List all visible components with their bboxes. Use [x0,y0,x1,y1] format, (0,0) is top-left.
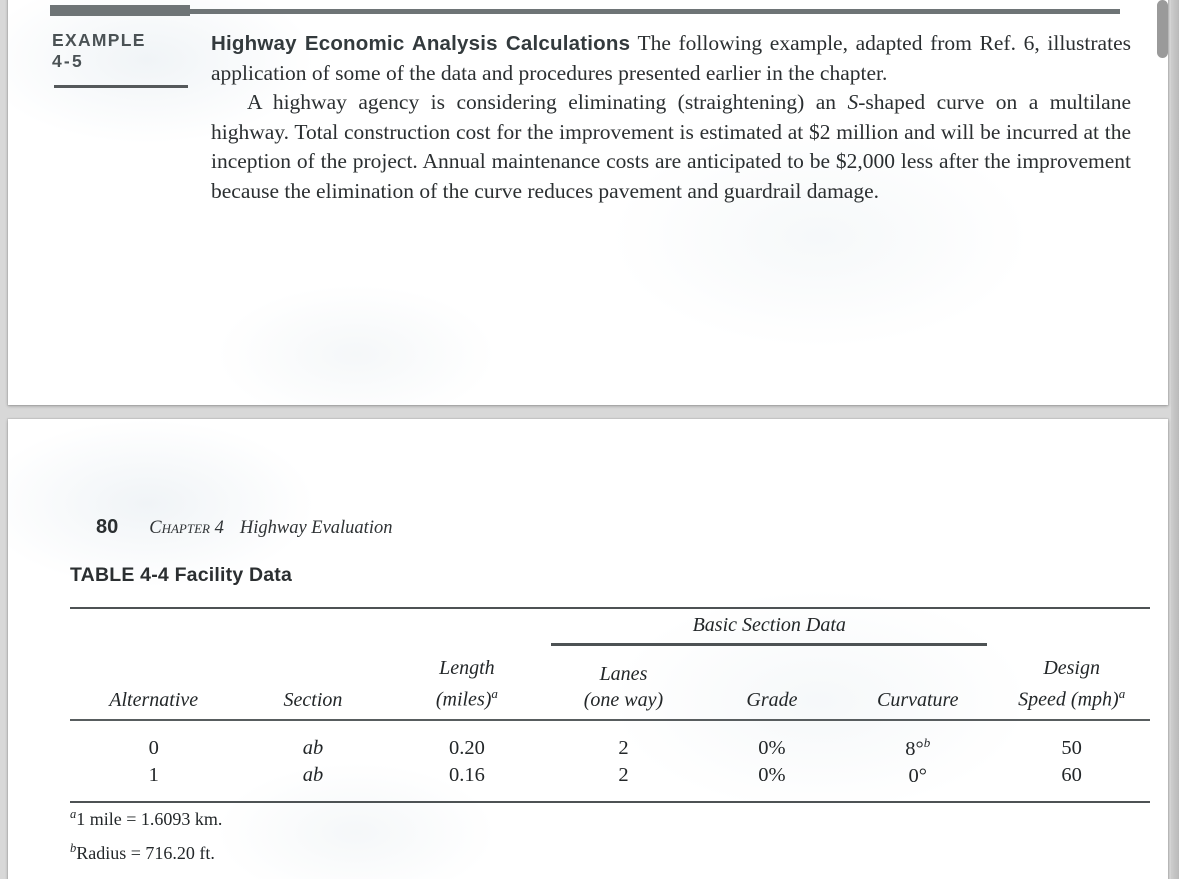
facility-data-table: Basic Section Data Alternative [70,609,1150,719]
column-header-lanes-line2: (one way) [583,689,664,712]
column-header-grade: Grade [702,649,842,719]
scenario-part-1: A highway agency is considering eliminat… [247,90,848,115]
example-label-line2: 4-5 [52,51,84,71]
header-rule-thick [50,5,190,16]
document-page-2: 80 Chapter 4 Highway Evaluation TABLE 4-4 … [8,419,1168,879]
column-header-section-label: Section [283,689,343,712]
cell-curvature-footnote-marker: b [923,735,931,751]
cell-section: ab [302,736,324,759]
column-header-grade-label: Grade [746,689,798,712]
cell-curvature: 8°b [842,735,993,762]
cell-alternative: 0 [148,736,159,759]
table-column-header-row: Alternative Section Length (miles)a Lane… [70,649,1150,719]
cell-grade: 0% [758,736,786,759]
cell-section: ab [302,763,324,786]
document-page-1: EXAMPLE 4-5 Highway Economic Analysis Ca… [8,0,1168,405]
column-header-lanes-line1: Lanes [599,663,648,686]
running-head-chapter-title: Highway Evaluation [239,518,393,538]
viewer-right-edge-shade [1171,0,1179,879]
page-bleed-through [68,118,73,140]
cell-design-speed: 50 [1061,736,1082,759]
example-label-underline [54,85,188,88]
column-header-length-line2: (miles) [435,689,492,712]
page-1-body-column: Highway Economic Analysis Calculations T… [211,29,1131,207]
footnote-b-text: Radius = 716.20 ft. [76,843,215,863]
column-header-lanes: Lanes (one way) [545,649,702,719]
header-rule-thin [190,9,1120,14]
table-group-header-row: Basic Section Data [70,609,1150,639]
group-header-basic-section-data: Basic Section Data [692,614,846,637]
example-heading: Highway Economic Analysis Calculations [211,32,631,55]
example-label: EXAMPLE 4-5 [52,30,194,72]
vertical-scrollbar[interactable] [1157,0,1168,879]
running-head-chapter: Chapter 4 [149,518,224,538]
table-row: 0 ab 0.20 2 0% 8°b 50 [70,735,1150,762]
cell-length: 0.16 [448,763,485,786]
table-row: 1 ab 0.16 2 0% 0° 60 [70,762,1150,789]
group-spacer-len [389,609,546,639]
table-header-rule [70,719,1150,721]
column-header-design-speed: Design Speed (mph)a [993,649,1150,719]
column-header-curvature: Curvature [842,649,993,719]
column-header-length-line1: Length [439,657,495,680]
table-top-rule [70,607,1150,610]
footnote-b-marker: b [70,841,77,855]
footnote-a: a1 mile = 1.6093 km. [70,800,222,834]
column-header-curvature-label: Curvature [877,689,959,712]
column-header-alternative: Alternative [70,649,237,719]
group-header-span-rule [545,639,993,649]
footnote-a-marker: a [70,807,77,821]
cell-lanes: 2 [618,763,629,786]
column-header-length: Length (miles)a [389,649,546,719]
scrollbar-thumb[interactable] [1157,0,1168,58]
facility-data-table-wrapper: Basic Section Data Alternative [70,607,1150,804]
table-bottom-rule [70,800,1150,804]
column-header-design-speed-line2: Speed (mph) [1018,689,1119,712]
column-header-design-speed-footnote-marker: a [1118,686,1126,702]
column-header-section: Section [237,649,388,719]
scenario-part-2: -shaped curve on a multilane highway. To… [211,90,1131,203]
cell-alternative: 1 [148,763,159,786]
group-spacer-alt [70,609,237,639]
table-footnotes: a1 mile = 1.6093 km. bRadius = 716.20 ft… [70,800,222,868]
cell-lanes: 2 [618,736,629,759]
cell-design-speed: 60 [1061,763,1082,786]
column-header-alternative-label: Alternative [109,689,199,712]
cell-curvature-value: 8° [905,738,924,761]
table-row [70,721,1150,735]
paragraph-scenario: A highway agency is considering eliminat… [211,88,1131,206]
paragraph-intro-text: The following example, adapted from Ref.… [211,31,1131,85]
cell-length: 0.20 [448,736,485,759]
footnote-b: bRadius = 716.20 ft. [70,834,222,868]
table-caption: TABLE 4-4 Facility Data [70,564,293,586]
scenario-italic-s: S [847,90,859,115]
group-spacer-speed [993,609,1150,639]
paragraph-intro: Highway Economic Analysis Calculations T… [211,29,1131,88]
example-label-line1: EXAMPLE [52,30,146,50]
column-header-length-footnote-marker: a [491,686,498,702]
cell-curvature: 0° [842,762,993,789]
running-head: 80 Chapter 4 Highway Evaluation [96,516,392,539]
cell-curvature-value: 0° [908,765,927,788]
footnote-a-text: 1 mile = 1.6093 km. [76,809,223,829]
table-group-rule-row [70,639,1150,649]
column-header-design-speed-line1: Design [1043,657,1100,680]
table-row [70,789,1150,801]
cell-grade: 0% [758,763,786,786]
group-spacer-sec [237,609,388,639]
facility-data-table-body: 0 ab 0.20 2 0% 8°b 50 1 ab 0.16 2 [70,721,1150,801]
page-folio: 80 [96,516,119,538]
